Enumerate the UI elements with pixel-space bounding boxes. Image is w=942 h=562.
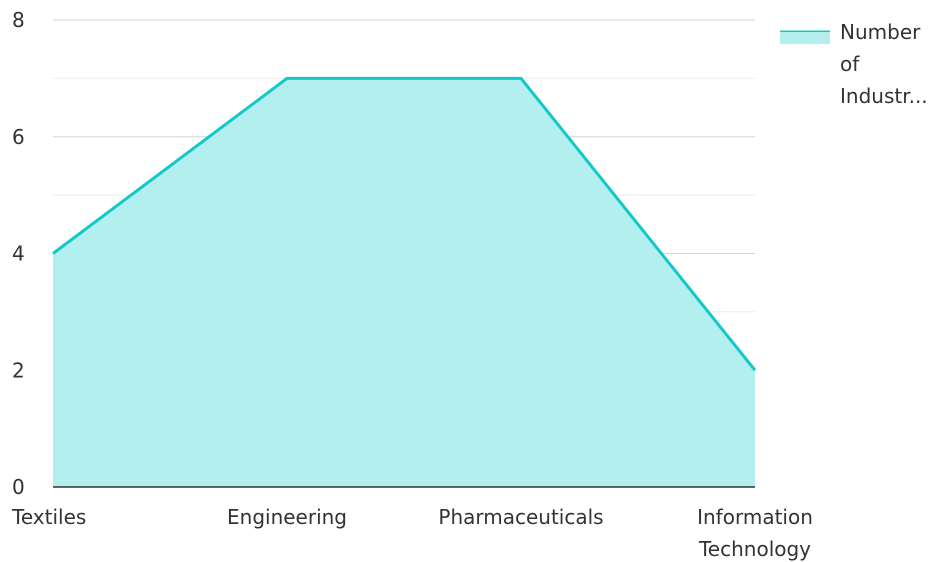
- legend: Number of Industr...: [780, 20, 928, 108]
- x-tick-label: Engineering: [227, 505, 347, 529]
- y-tick-label: 8: [12, 8, 25, 32]
- legend-label: Number of Industr...: [840, 20, 928, 108]
- x-tick-label: Pharmaceuticals: [438, 505, 603, 529]
- y-axis-tick-labels: 0 2 4 6 8: [12, 8, 25, 499]
- y-tick-label: 2: [12, 358, 25, 382]
- legend-fill-swatch: [780, 32, 830, 44]
- y-tick-label: 0: [12, 475, 25, 499]
- x-tick-label: Information Technology: [697, 505, 813, 561]
- x-axis-tick-labels: Textiles Engineering Pharmaceuticals Inform…: [11, 505, 813, 561]
- y-tick-label: 6: [12, 125, 25, 149]
- y-tick-label: 4: [12, 242, 25, 266]
- series-area: [53, 78, 755, 487]
- series-line: [52, 76, 757, 372]
- x-tick-label: Textiles: [11, 505, 86, 529]
